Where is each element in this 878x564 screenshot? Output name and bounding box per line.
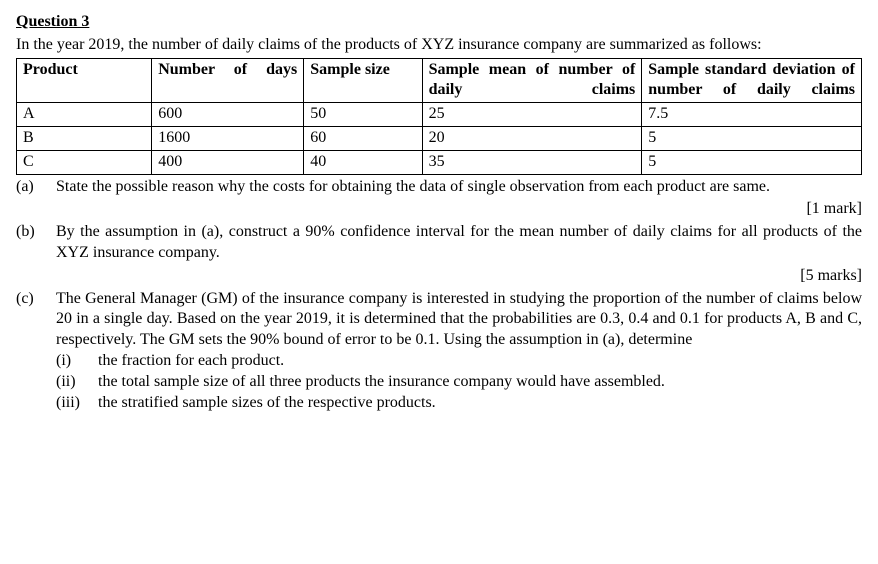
sub-ii-label: (ii) (56, 372, 98, 393)
sub-iii-label: (iii) (56, 393, 98, 414)
cell-days: 1600 (152, 126, 304, 150)
part-c-label: (c) (16, 289, 56, 414)
part-a-label: (a) (16, 177, 56, 221)
part-c-sub-i: (i) the fraction for each product. (56, 351, 862, 372)
part-c-sub-iii: (iii) the stratified sample sizes of the… (56, 393, 862, 414)
table-row: A 600 50 25 7.5 (17, 103, 862, 127)
header-mean: Sample mean of number of daily claims (422, 58, 642, 103)
cell-size: 40 (304, 150, 422, 174)
header-size: Sample size (304, 58, 422, 103)
sub-iii-text: the stratified sample sizes of the respe… (98, 393, 862, 414)
cell-sd: 5 (642, 126, 862, 150)
header-days: Number of days (152, 58, 304, 103)
cell-product: C (17, 150, 152, 174)
part-c-body: The General Manager (GM) of the insuranc… (56, 289, 862, 414)
cell-sd: 5 (642, 150, 862, 174)
header-sd: Sample standard deviation of number of d… (642, 58, 862, 103)
cell-sd: 7.5 (642, 103, 862, 127)
part-b-body: By the assumption in (a), construct a 90… (56, 222, 862, 286)
question-parts: (a) State the possible reason why the co… (16, 177, 862, 414)
part-c-text: The General Manager (GM) of the insuranc… (56, 290, 862, 349)
question-intro: In the year 2019, the number of daily cl… (16, 35, 862, 56)
part-a-text: State the possible reason why the costs … (56, 178, 770, 195)
cell-mean: 35 (422, 150, 642, 174)
table-row: C 400 40 35 5 (17, 150, 862, 174)
part-c-sub-ii: (ii) the total sample size of all three … (56, 372, 862, 393)
sub-ii-text: the total sample size of all three produ… (98, 372, 862, 393)
cell-product: B (17, 126, 152, 150)
question-title: Question 3 (16, 12, 862, 33)
cell-size: 60 (304, 126, 422, 150)
cell-days: 600 (152, 103, 304, 127)
cell-size: 50 (304, 103, 422, 127)
part-b-marks: [5 marks] (56, 266, 862, 287)
part-b-label: (b) (16, 222, 56, 286)
table-row: B 1600 60 20 5 (17, 126, 862, 150)
table-header-row: Product Number of days Sample size Sampl… (17, 58, 862, 103)
data-table: Product Number of days Sample size Sampl… (16, 58, 862, 175)
cell-mean: 25 (422, 103, 642, 127)
cell-days: 400 (152, 150, 304, 174)
sub-i-label: (i) (56, 351, 98, 372)
cell-product: A (17, 103, 152, 127)
sub-i-text: the fraction for each product. (98, 351, 862, 372)
part-b-text: By the assumption in (a), construct a 90… (56, 223, 862, 261)
part-a-marks: [1 mark] (56, 199, 862, 220)
part-a-body: State the possible reason why the costs … (56, 177, 862, 221)
header-product: Product (17, 58, 152, 103)
cell-mean: 20 (422, 126, 642, 150)
